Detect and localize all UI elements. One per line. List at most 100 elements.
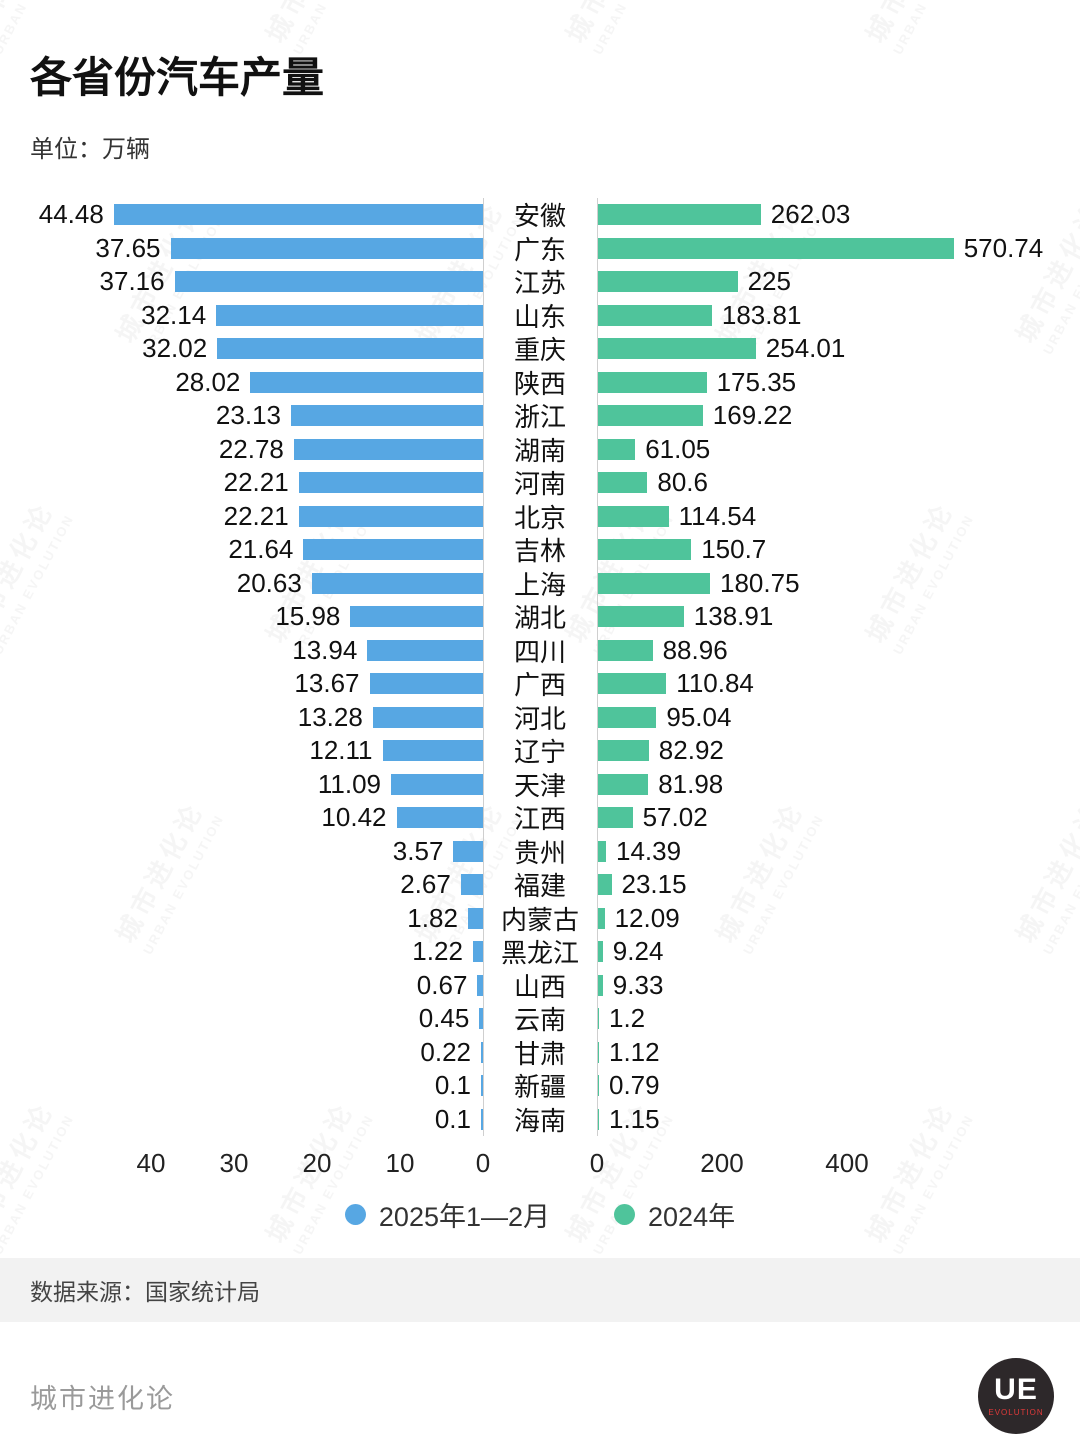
value-label-2024: 12.09 bbox=[614, 902, 680, 933]
left-bar-zone: 13.67 bbox=[0, 668, 483, 699]
left-bar-zone: 37.16 bbox=[0, 266, 483, 297]
value-label-2025: 21.64 bbox=[228, 534, 294, 565]
category-label: 广西 bbox=[513, 670, 566, 701]
value-label-2025: 13.67 bbox=[294, 668, 360, 699]
right-bar-zone: 262.03 bbox=[597, 199, 1080, 230]
right-bar-zone: 175.35 bbox=[597, 367, 1080, 398]
chart-row: 13.94 四川 88.96 bbox=[0, 634, 1080, 668]
value-label-2024: 183.81 bbox=[721, 299, 802, 330]
value-label-2025: 22.21 bbox=[223, 500, 289, 531]
category-label: 辽宁 bbox=[513, 737, 566, 768]
bar-2025 bbox=[382, 740, 483, 762]
bar-2025 bbox=[481, 1041, 483, 1063]
right-bar-zone: 61.05 bbox=[597, 434, 1080, 465]
bar-2024 bbox=[597, 237, 954, 259]
category-label: 甘肃 bbox=[513, 1038, 566, 1069]
right-bar-zone: 9.33 bbox=[597, 970, 1080, 1001]
right-bar-zone: 57.02 bbox=[597, 802, 1080, 833]
value-label-2025: 28.02 bbox=[175, 366, 241, 397]
category-label: 河南 bbox=[513, 469, 566, 500]
bar-2024 bbox=[597, 271, 738, 293]
left-bar-zone: 37.65 bbox=[0, 233, 483, 264]
right-bar-zone: 81.98 bbox=[597, 769, 1080, 800]
bar-2025 bbox=[303, 539, 483, 561]
category-label: 内蒙古 bbox=[500, 904, 579, 935]
bar-2024 bbox=[597, 539, 692, 561]
value-label-2024: 80.6 bbox=[657, 467, 708, 498]
category-label: 四川 bbox=[513, 636, 566, 667]
left-axis-line bbox=[483, 198, 484, 1136]
bar-2025 bbox=[367, 639, 483, 661]
left-axis-tick: 20 bbox=[302, 1148, 332, 1178]
bar-2025 bbox=[396, 807, 483, 829]
value-label-2025: 1.82 bbox=[407, 902, 458, 933]
chart-row: 13.67 广西 110.84 bbox=[0, 667, 1080, 701]
unit-label: 单位：万辆 bbox=[30, 136, 150, 163]
chart-row: 44.48 安徽 262.03 bbox=[0, 198, 1080, 232]
bar-2025 bbox=[170, 237, 483, 259]
value-label-2025: 0.1 bbox=[434, 1103, 471, 1134]
left-bar-zone: 44.48 bbox=[0, 199, 483, 230]
right-bar-zone: 110.84 bbox=[597, 668, 1080, 699]
right-axis-tick: 400 bbox=[825, 1148, 869, 1178]
left-axis-tick: 0 bbox=[475, 1148, 491, 1178]
chart-row: 2.67 福建 23.15 bbox=[0, 868, 1080, 902]
bar-2024 bbox=[597, 840, 606, 862]
value-label-2024: 88.96 bbox=[662, 634, 728, 665]
value-label-2025: 22.78 bbox=[218, 433, 284, 464]
value-label-2025: 11.09 bbox=[317, 768, 381, 799]
value-label-2025: 44.48 bbox=[38, 199, 104, 230]
chart-row: 0.1 新疆 0.79 bbox=[0, 1069, 1080, 1103]
category-label: 云南 bbox=[513, 1005, 566, 1036]
bar-2024 bbox=[597, 639, 653, 661]
chart-row: 37.16 江苏 225 bbox=[0, 265, 1080, 299]
axis-ticks: 40 30 20 10 0 0 200 400 bbox=[0, 1136, 1080, 1184]
bar-2024 bbox=[597, 338, 756, 360]
value-label-2024: 82.92 bbox=[658, 735, 724, 766]
bar-2024 bbox=[597, 941, 603, 963]
bar-2025 bbox=[291, 405, 483, 427]
bar-2024 bbox=[597, 874, 612, 896]
value-label-2024: 1.12 bbox=[609, 1036, 660, 1067]
legend-label: 2025年1—2月 bbox=[378, 1201, 551, 1232]
footer-brand: 城市进化论 bbox=[30, 1383, 175, 1414]
chart-row: 20.63 上海 180.75 bbox=[0, 567, 1080, 601]
category-label: 广东 bbox=[513, 234, 566, 265]
value-label-2024: 225 bbox=[747, 266, 791, 297]
right-bar-zone: 95.04 bbox=[597, 702, 1080, 733]
bar-2025 bbox=[298, 505, 483, 527]
legend: 2025年1—2月 2024年 bbox=[0, 1188, 1080, 1240]
value-label-2024: 23.15 bbox=[621, 869, 687, 900]
right-bar-zone: 88.96 bbox=[597, 635, 1080, 666]
category-label: 天津 bbox=[513, 770, 566, 801]
left-bar-zone: 0.1 bbox=[0, 1104, 483, 1135]
category-label: 浙江 bbox=[513, 402, 566, 433]
ue-logo-subtext: EVOLUTION bbox=[988, 1408, 1044, 1417]
right-axis-line bbox=[597, 198, 598, 1136]
right-bar-zone: 23.15 bbox=[597, 869, 1080, 900]
bar-2024 bbox=[597, 706, 657, 728]
page-title: 各省份汽车产量 bbox=[30, 54, 325, 101]
left-bar-zone: 3.57 bbox=[0, 836, 483, 867]
category-label: 贵州 bbox=[513, 837, 566, 868]
bar-2024 bbox=[597, 572, 710, 594]
bar-2025 bbox=[481, 1108, 483, 1130]
category-label: 山西 bbox=[513, 971, 566, 1002]
bar-2024 bbox=[597, 740, 649, 762]
category-label: 吉林 bbox=[513, 536, 566, 567]
chart-rows: 44.48 安徽 262.03 37.65 广东 570.74 37.16 江苏 225 32.1… bbox=[0, 198, 1080, 1136]
bar-2025 bbox=[174, 271, 483, 293]
right-bar-zone: 254.01 bbox=[597, 333, 1080, 364]
left-bar-zone: 32.14 bbox=[0, 300, 483, 331]
value-label-2024: 254.01 bbox=[765, 333, 846, 364]
value-label-2024: 95.04 bbox=[666, 701, 732, 732]
value-label-2025: 32.02 bbox=[142, 333, 208, 364]
left-axis-tick: 40 bbox=[136, 1148, 166, 1178]
bar-2024 bbox=[597, 974, 603, 996]
left-bar-zone: 15.98 bbox=[0, 601, 483, 632]
bar-2025 bbox=[250, 371, 483, 393]
left-bar-zone: 11.09 bbox=[0, 769, 483, 800]
left-bar-zone: 12.11 bbox=[0, 735, 483, 766]
category-label: 新疆 bbox=[513, 1072, 566, 1103]
chart-row: 1.22 黑龙江 9.24 bbox=[0, 935, 1080, 969]
